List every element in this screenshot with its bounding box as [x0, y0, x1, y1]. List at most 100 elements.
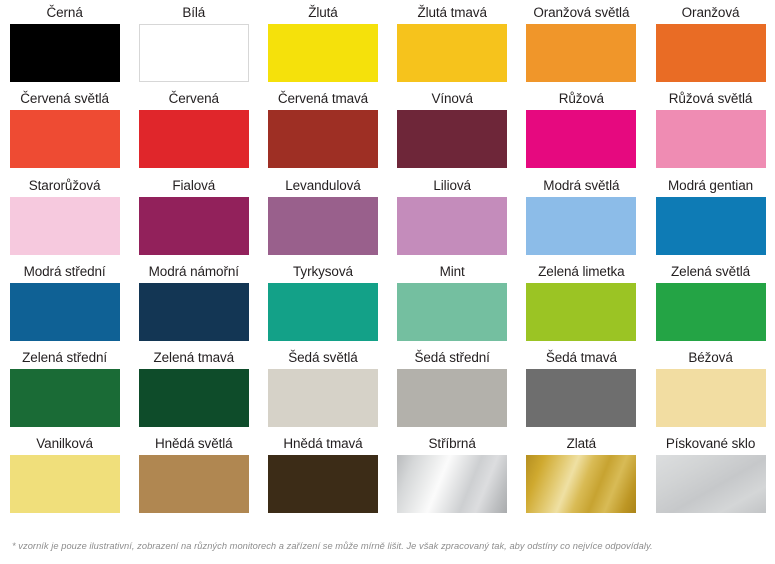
swatch-cell[interactable]: Šedá střední — [388, 345, 517, 431]
swatch-label: Oranžová — [681, 5, 740, 20]
swatch-label: Hnědá tmavá — [283, 436, 363, 452]
swatch-label: Starorůžová — [28, 177, 101, 193]
swatch-color-chip — [9, 110, 120, 169]
swatch-label: Modrá gentian — [668, 177, 754, 193]
swatch-cell[interactable]: Hnědá světlá — [129, 431, 258, 517]
swatch-color-chip — [397, 455, 508, 514]
swatch-cell[interactable]: Mint — [388, 259, 517, 345]
swatch-cell[interactable]: Růžová — [517, 86, 646, 172]
swatch-color-chip — [267, 110, 378, 169]
swatch-cell[interactable]: Levandulová — [258, 173, 387, 259]
swatch-color-chip — [526, 110, 637, 169]
swatch-color-chip — [655, 369, 766, 428]
swatch-label: Modrá světlá — [543, 177, 620, 193]
swatch-color-chip — [138, 282, 249, 341]
swatch-label: Šedá střední — [414, 350, 490, 366]
swatch-cell[interactable]: Modrá světlá — [517, 173, 646, 259]
swatch-color-chip — [138, 110, 249, 169]
swatch-cell[interactable]: Stříbrná — [388, 431, 517, 517]
swatch-label: Liliová — [433, 177, 471, 193]
swatch-cell[interactable]: Liliová — [388, 173, 517, 259]
swatch-color-chip — [526, 24, 637, 82]
swatch-cell[interactable]: Zelená střední — [0, 345, 129, 431]
swatch-color-chip — [267, 196, 378, 255]
swatch-color-chip — [397, 196, 508, 255]
swatch-color-chip — [9, 455, 120, 514]
swatch-cell[interactable]: Oranžová — [646, 0, 775, 86]
swatch-cell[interactable]: Zelená světlá — [646, 259, 775, 345]
swatch-label: Vanilková — [36, 436, 93, 452]
swatch-label: Šedá tmavá — [545, 350, 617, 366]
swatch-cell[interactable]: Zlatá — [517, 431, 646, 517]
swatch-color-chip — [9, 282, 120, 341]
swatch-color-chip — [138, 196, 249, 255]
swatch-color-chip — [526, 455, 637, 514]
swatch-color-chip — [655, 110, 766, 169]
swatch-cell[interactable]: Žlutá tmavá — [388, 0, 517, 86]
footnote-disclaimer: * vzorník je pouze ilustrativní, zobraze… — [12, 541, 653, 551]
swatch-label: Oranžová světlá — [533, 5, 630, 20]
swatch-cell[interactable]: Starorůžová — [0, 173, 129, 259]
swatch-color-chip — [655, 282, 766, 341]
swatch-label: Růžová světlá — [668, 91, 753, 107]
swatch-cell[interactable]: Bílá — [129, 0, 258, 86]
swatch-label: Mint — [439, 263, 465, 279]
swatch-cell[interactable]: Pískované sklo — [646, 431, 775, 517]
swatch-label: Zelená limetka — [538, 263, 625, 279]
swatch-cell[interactable]: Tyrkysová — [258, 259, 387, 345]
swatch-color-chip — [138, 455, 249, 514]
swatch-cell[interactable]: Žlutá — [258, 0, 387, 86]
swatch-color-chip — [267, 282, 378, 341]
swatch-label: Levandulová — [285, 177, 361, 193]
swatch-color-chip — [267, 24, 378, 82]
swatch-color-chip — [267, 369, 378, 428]
swatch-color-chip — [138, 24, 249, 82]
swatch-cell[interactable]: Červená — [129, 86, 258, 172]
swatch-cell[interactable]: Zelená limetka — [517, 259, 646, 345]
swatch-color-chip — [9, 24, 120, 82]
swatch-label: Bílá — [182, 5, 206, 20]
swatch-label: Modrá střední — [23, 263, 106, 279]
swatch-cell[interactable]: Červená světlá — [0, 86, 129, 172]
swatch-label: Fialová — [172, 177, 216, 193]
swatch-label: Béžová — [688, 350, 733, 366]
swatch-color-chip — [397, 24, 508, 82]
swatch-color-chip — [655, 455, 766, 514]
swatch-cell[interactable]: Modrá námořní — [129, 259, 258, 345]
swatch-color-chip — [655, 24, 766, 82]
swatch-label: Červená tmavá — [277, 91, 369, 107]
swatch-color-chip — [397, 110, 508, 169]
swatch-cell[interactable]: Šedá tmavá — [517, 345, 646, 431]
swatch-label: Vínová — [431, 91, 473, 107]
swatch-label: Červená světlá — [20, 91, 109, 107]
swatch-label: Černá — [46, 5, 83, 20]
swatch-cell[interactable]: Oranžová světlá — [517, 0, 646, 86]
swatch-cell[interactable]: Fialová — [129, 173, 258, 259]
swatch-color-chip — [9, 196, 120, 255]
swatch-label: Žlutá — [308, 5, 338, 20]
swatch-cell[interactable]: Červená tmavá — [258, 86, 387, 172]
swatch-label: Šedá světlá — [288, 350, 358, 366]
swatch-color-chip — [655, 196, 766, 255]
swatch-cell[interactable]: Modrá střední — [0, 259, 129, 345]
swatch-cell[interactable]: Vanilková — [0, 431, 129, 517]
swatch-label: Modrá námořní — [148, 263, 239, 279]
swatch-cell[interactable]: Béžová — [646, 345, 775, 431]
swatch-label: Zelená střední — [22, 350, 108, 366]
swatch-label: Tyrkysová — [293, 263, 353, 279]
swatch-cell[interactable]: Hnědá tmavá — [258, 431, 387, 517]
swatch-color-chip — [9, 369, 120, 428]
swatch-cell[interactable]: Zelená tmavá — [129, 345, 258, 431]
swatch-color-chip — [267, 455, 378, 514]
swatch-label: Zlatá — [566, 436, 597, 452]
swatch-cell[interactable]: Růžová světlá — [646, 86, 775, 172]
swatch-cell[interactable]: Vínová — [388, 86, 517, 172]
swatch-color-chip — [526, 282, 637, 341]
swatch-label: Stříbrná — [428, 436, 476, 452]
swatch-label: Červená — [168, 91, 219, 107]
swatch-cell[interactable]: Šedá světlá — [258, 345, 387, 431]
color-swatch-grid: Černá Bílá Žlutá Žlutá tmavá Oranžová světlá… — [0, 0, 775, 517]
swatch-cell[interactable]: Černá — [0, 0, 129, 86]
swatch-cell[interactable]: Modrá gentian — [646, 173, 775, 259]
swatch-label: Hnědá světlá — [154, 436, 233, 452]
